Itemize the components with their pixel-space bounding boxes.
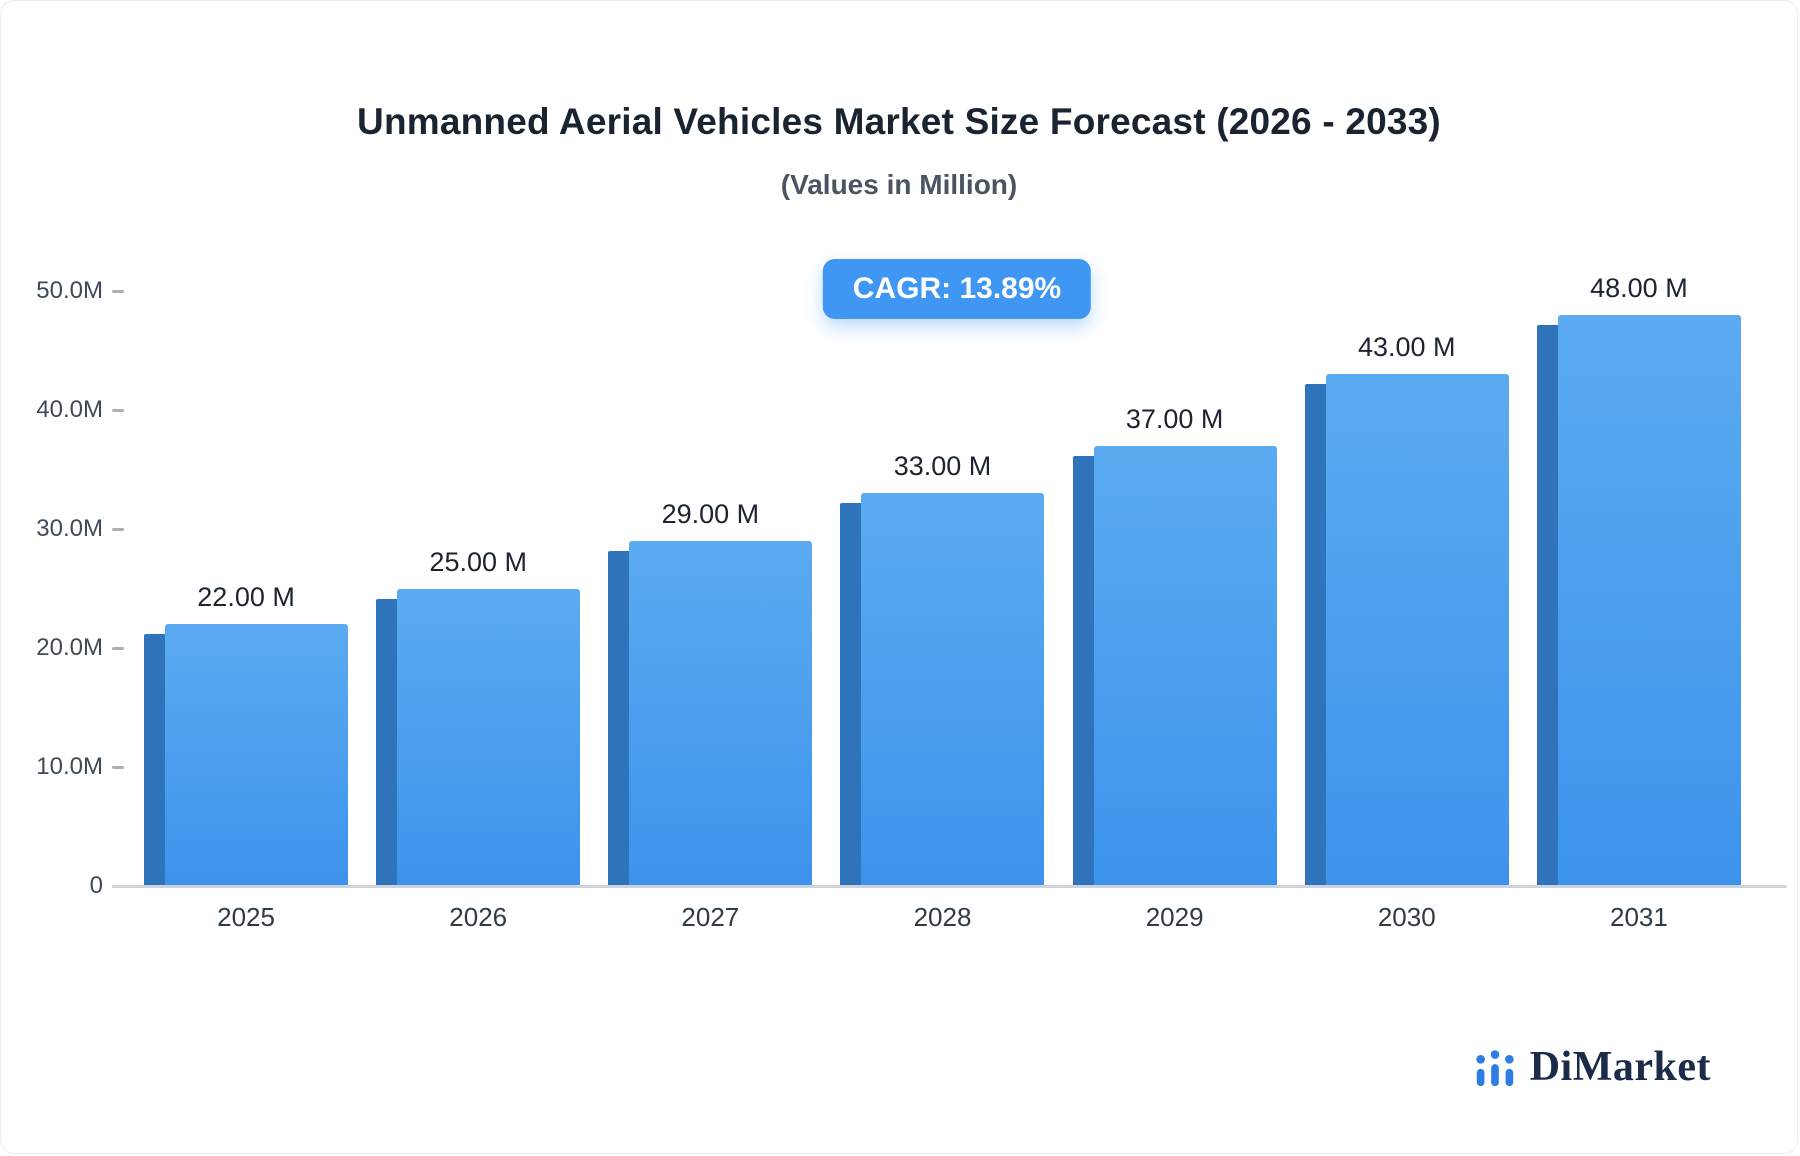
bar: 29.00 M xyxy=(608,499,813,886)
bar-group: 25.00 M 2026 xyxy=(362,291,594,932)
bar-group: 43.00 M 2030 xyxy=(1291,291,1523,932)
bars-container: 22.00 M 2025 25.00 M 2026 29.00 M 2027 33.00 M… xyxy=(130,273,1755,932)
y-tick-label: 30.0M xyxy=(36,515,103,542)
bar-value-label: 29.00 M xyxy=(661,498,760,529)
bar-group: 33.00 M 2028 xyxy=(826,291,1058,932)
bar-side-face xyxy=(376,598,398,886)
y-tick-label: 50.0M xyxy=(36,277,103,304)
y-axis-tick: 40.0M xyxy=(36,396,130,424)
bar-side-face xyxy=(144,634,166,886)
bar-front-face xyxy=(1093,445,1277,886)
bar-group: 29.00 M 2027 xyxy=(594,291,826,932)
y-axis-tick: 20.0M xyxy=(36,634,130,662)
y-tick-mark xyxy=(112,765,124,769)
x-axis-label: 2027 xyxy=(681,902,740,932)
y-tick-mark xyxy=(112,408,124,412)
x-axis-label: 2026 xyxy=(449,902,508,932)
bar-side-face xyxy=(1072,455,1094,886)
y-tick-mark xyxy=(112,289,124,293)
x-axis-line xyxy=(112,885,1787,888)
bar-front-face xyxy=(629,540,813,886)
y-tick-mark xyxy=(112,646,124,650)
y-tick-label: 40.0M xyxy=(36,396,103,423)
bar-group: 48.00 M 2031 xyxy=(1523,273,1755,932)
bar-side-face xyxy=(1304,384,1326,886)
y-tick-label: 10.0M xyxy=(36,753,103,780)
y-axis-tick: 30.0M xyxy=(36,515,130,543)
bar-front-face xyxy=(861,493,1045,886)
bar-value-label: 33.00 M xyxy=(893,451,992,482)
logo-text: DiMarket xyxy=(1529,1044,1711,1090)
bar-side-face xyxy=(1536,324,1558,886)
bar-front-face xyxy=(1325,374,1509,886)
y-tick-label: 0 xyxy=(89,872,103,899)
y-axis-tick: 50.0M xyxy=(36,277,130,305)
bar-side-face xyxy=(840,503,862,886)
cagr-badge: CAGR: 13.89% xyxy=(822,259,1092,319)
bar: 25.00 M xyxy=(376,547,581,886)
bar-value-label: 25.00 M xyxy=(429,546,527,577)
bar-group: 22.00 M 2025 xyxy=(130,291,362,932)
x-axis-label: 2030 xyxy=(1377,902,1436,932)
bar-chart-icon xyxy=(1476,1050,1514,1087)
bar-side-face xyxy=(608,550,630,886)
bar: 43.00 M xyxy=(1304,332,1509,886)
y-axis-tick: 10.0M xyxy=(36,753,130,781)
bar-group: 37.00 M 2029 xyxy=(1059,291,1291,932)
bar-front-face xyxy=(1557,314,1741,886)
bar-value-label: 37.00 M xyxy=(1125,403,1224,434)
bar-value-label: 48.00 M xyxy=(1590,272,1688,303)
plot-area: 0 10.0M 20.0M 30.0M 40.0M 50.0M 22.00 M 2025 25… xyxy=(36,273,1787,932)
chart-title: Unmanned Aerial Vehicles Market Size For… xyxy=(357,101,1441,142)
y-tick-label: 20.0M xyxy=(36,634,103,661)
x-axis-label: 2029 xyxy=(1145,902,1204,932)
x-axis-label: 2031 xyxy=(1609,902,1668,932)
x-axis-label: 2028 xyxy=(913,902,972,932)
bar: 33.00 M xyxy=(840,451,1045,886)
y-tick-mark xyxy=(112,527,124,531)
logo: DiMarket xyxy=(1472,1043,1711,1091)
bar: 37.00 M xyxy=(1072,404,1277,886)
bar: 48.00 M xyxy=(1536,273,1741,886)
x-axis-label: 2025 xyxy=(217,902,275,932)
bar-front-face xyxy=(165,624,349,886)
chart-subtitle: (Values in Million) xyxy=(780,169,1018,200)
bar: 22.00 M xyxy=(144,582,349,886)
bar-value-label: 22.00 M xyxy=(197,582,295,613)
bar-value-label: 43.00 M xyxy=(1357,332,1456,363)
cagr-badge-label: CAGR: 13.89% xyxy=(852,272,1062,305)
y-axis: 0 10.0M 20.0M 30.0M 40.0M 50.0M xyxy=(36,277,1785,899)
bar-front-face xyxy=(397,588,581,886)
